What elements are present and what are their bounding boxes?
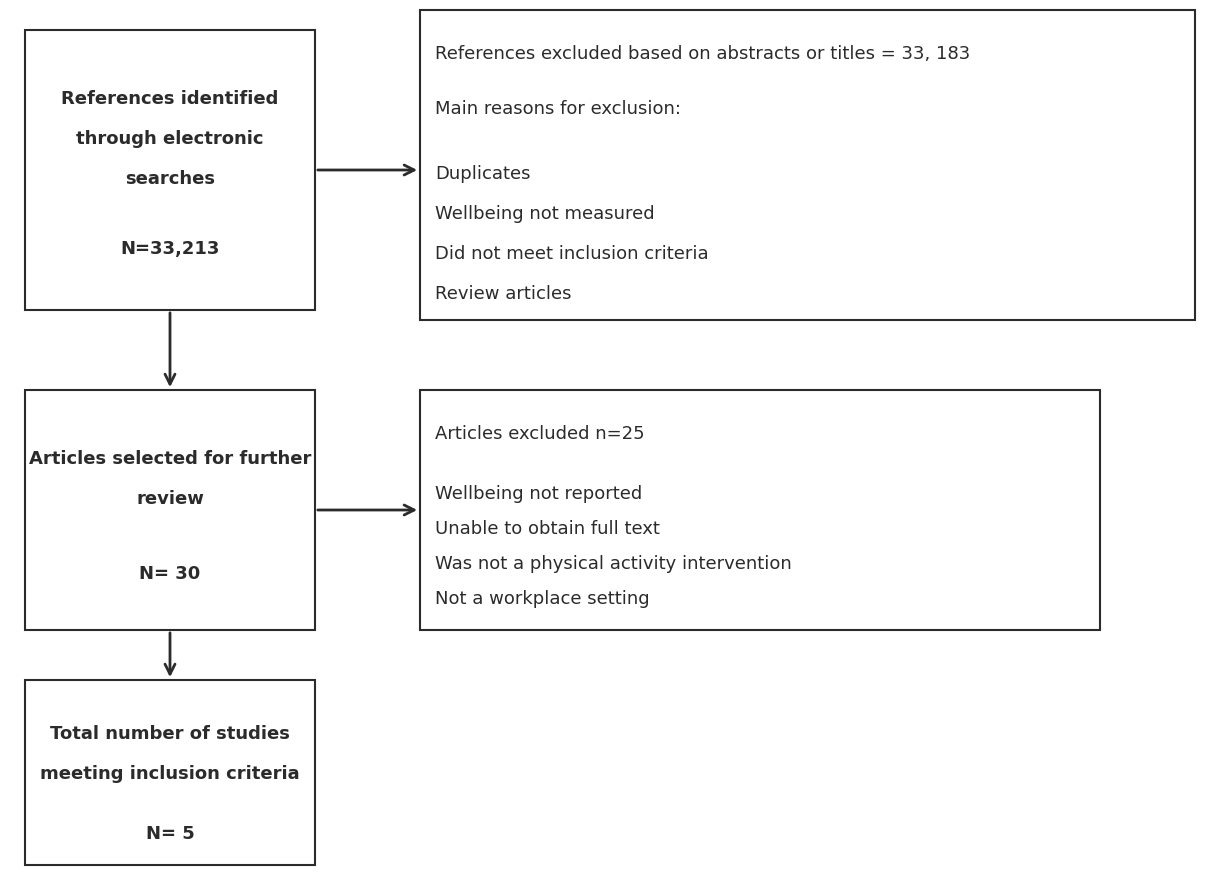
Bar — [26, 30, 315, 310]
Text: Wellbeing not measured: Wellbeing not measured — [435, 205, 654, 223]
Text: References excluded based on abstracts or titles = 33, 183: References excluded based on abstracts o… — [435, 45, 970, 63]
Text: Total number of studies: Total number of studies — [50, 725, 289, 743]
Text: meeting inclusion criteria: meeting inclusion criteria — [40, 765, 300, 783]
Text: Was not a physical activity intervention: Was not a physical activity intervention — [435, 555, 792, 573]
Text: Review articles: Review articles — [435, 285, 572, 303]
Text: Duplicates: Duplicates — [435, 165, 530, 183]
Text: Wellbeing not reported: Wellbeing not reported — [435, 485, 642, 503]
Text: Articles selected for further: Articles selected for further — [29, 450, 311, 468]
Text: N= 5: N= 5 — [146, 825, 195, 843]
Text: Articles excluded n=25: Articles excluded n=25 — [435, 425, 644, 443]
Text: Did not meet inclusion criteria: Did not meet inclusion criteria — [435, 245, 709, 263]
Bar — [420, 10, 1195, 320]
Bar — [420, 390, 1100, 630]
Text: through electronic: through electronic — [77, 130, 264, 148]
Text: N= 30: N= 30 — [140, 565, 201, 583]
Text: Unable to obtain full text: Unable to obtain full text — [435, 520, 660, 538]
Text: N=33,213: N=33,213 — [120, 240, 220, 258]
Text: Not a workplace setting: Not a workplace setting — [435, 590, 649, 608]
Text: Main reasons for exclusion:: Main reasons for exclusion: — [435, 100, 681, 118]
Bar — [26, 680, 315, 865]
Bar — [26, 390, 315, 630]
Text: searches: searches — [125, 170, 215, 188]
Text: review: review — [136, 490, 204, 508]
Text: References identified: References identified — [61, 90, 278, 108]
